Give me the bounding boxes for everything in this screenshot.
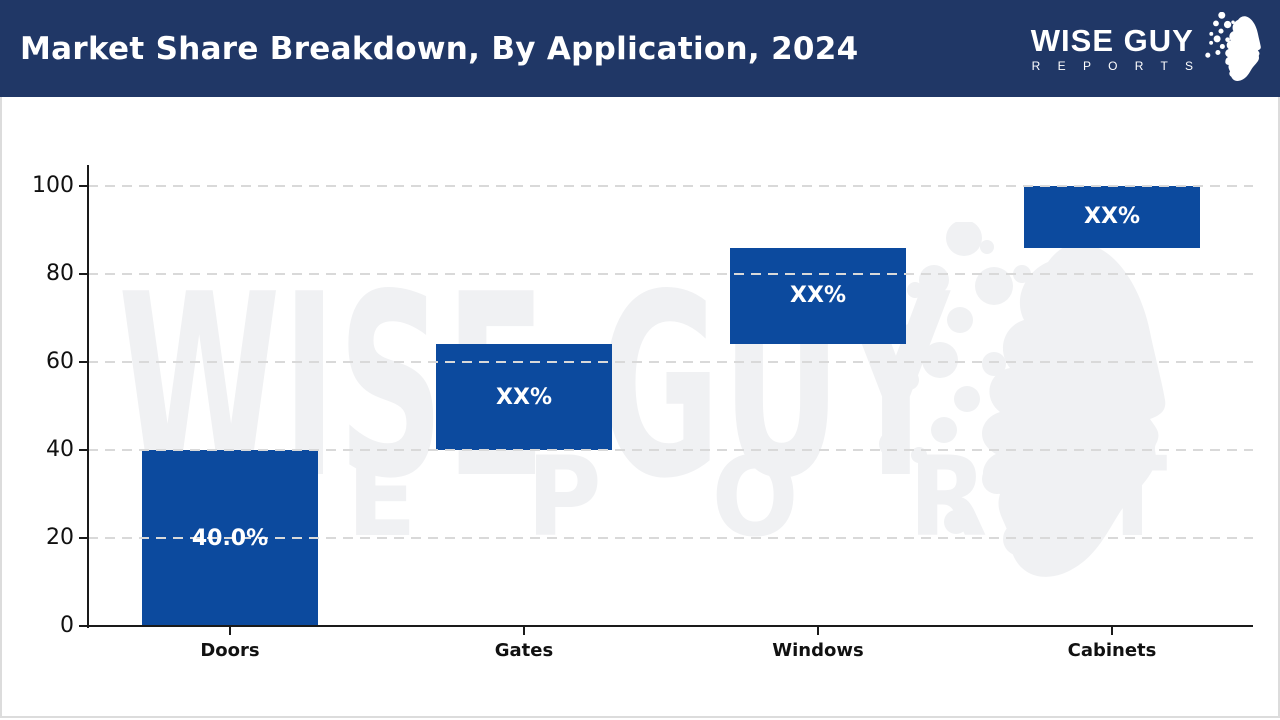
- y-tick-mark: [79, 273, 88, 275]
- brand-head-icon: [1205, 12, 1261, 81]
- bar-label-doors: 40.0%: [191, 525, 269, 551]
- x-axis-line: [87, 625, 1253, 627]
- x-tick-mark: [1111, 627, 1113, 635]
- x-tick-label-cabinets: Cabinets: [1067, 640, 1157, 661]
- brand-subtitle: R E P O R T S: [1031, 59, 1200, 73]
- x-tick-mark: [523, 627, 525, 635]
- y-tick-mark: [79, 361, 88, 363]
- y-tick-label: 100: [32, 173, 74, 198]
- header-bar: Market Share Breakdown, By Application, …: [0, 0, 1280, 97]
- brand-logo: WISE GUY R E P O R T S: [1025, 12, 1280, 85]
- x-tick-mark: [817, 627, 819, 635]
- y-tick-mark: [79, 537, 88, 539]
- bar-windows: [730, 247, 906, 345]
- gridline-100: [88, 185, 1253, 187]
- bar-cabinets: [1024, 186, 1200, 248]
- bar-label-windows: XX%: [790, 283, 846, 309]
- watermark-head-icon: [879, 222, 1166, 577]
- x-tick-label-windows: Windows: [772, 640, 864, 661]
- y-tick-label: 60: [46, 349, 74, 374]
- x-tick-label-gates: Gates: [494, 640, 554, 661]
- y-tick-label: 20: [46, 525, 74, 550]
- gridline-40: [88, 449, 1253, 451]
- brand-name: WISE GUY: [1030, 23, 1194, 58]
- y-tick-mark: [79, 449, 88, 451]
- y-tick-mark: [79, 185, 88, 187]
- bar-label-cabinets: XX%: [1084, 204, 1140, 230]
- x-tick-mark: [229, 627, 231, 635]
- y-tick-label: 40: [46, 437, 74, 462]
- page-title: Market Share Breakdown, By Application, …: [20, 30, 859, 67]
- x-tick-label-doors: Doors: [200, 640, 260, 661]
- y-tick-label: 80: [46, 261, 74, 286]
- y-tick-mark: [79, 625, 88, 627]
- gridline-60: [88, 361, 1253, 363]
- bar-label-gates: XX%: [496, 384, 552, 410]
- gridline-20: [88, 537, 1253, 539]
- y-axis-line: [87, 165, 89, 628]
- gridline-80: [88, 273, 1253, 275]
- brand-logo-text: WISE GUY R E P O R T S: [1025, 25, 1200, 72]
- y-tick-label: 0: [60, 613, 74, 638]
